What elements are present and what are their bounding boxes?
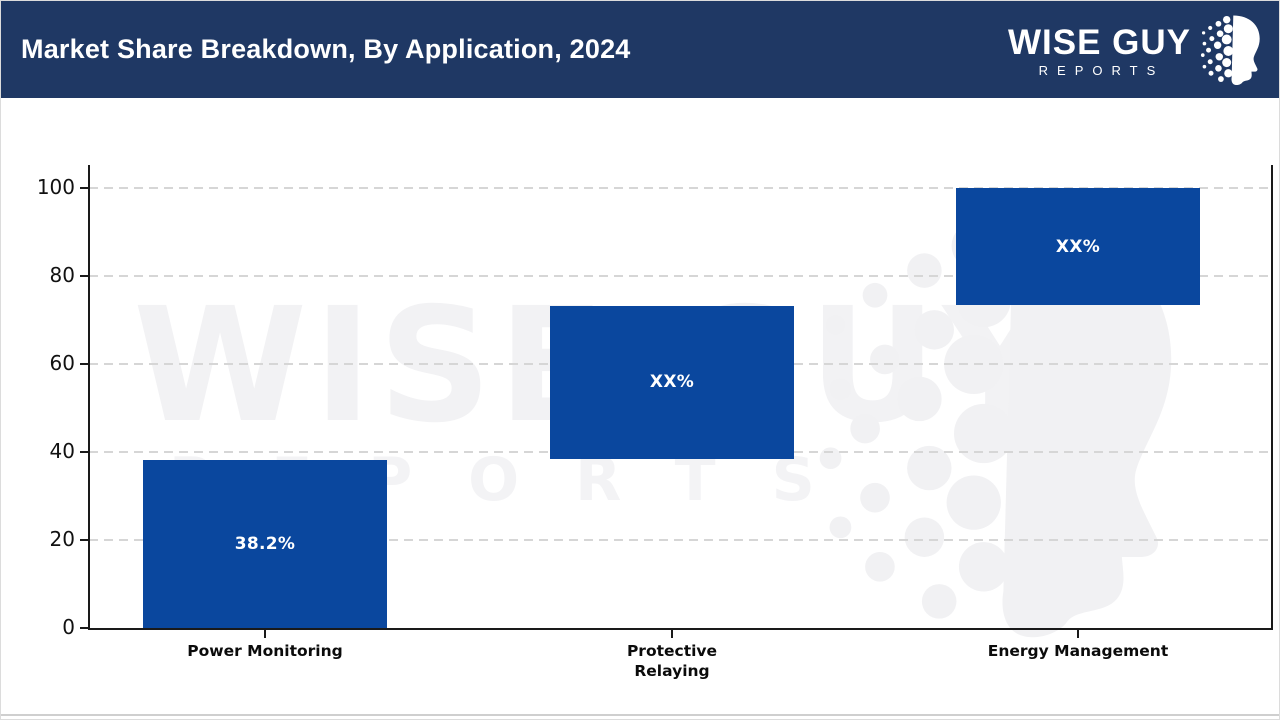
page-title: Market Share Breakdown, By Application, … bbox=[21, 34, 631, 64]
category-label: Energy Management bbox=[987, 642, 1169, 660]
category-label: Power Monitoring bbox=[187, 642, 343, 660]
gridline bbox=[89, 275, 1271, 277]
y-tick-label: 100 bbox=[36, 175, 75, 199]
y-tick bbox=[80, 627, 89, 629]
x-tick bbox=[264, 629, 266, 638]
header-bar: Market Share Breakdown, By Application, … bbox=[1, 1, 1279, 98]
bar-value-label: XX% bbox=[1055, 236, 1101, 257]
x-axis-line bbox=[88, 628, 1273, 630]
logo-reports-label: REPORTS bbox=[1038, 63, 1165, 78]
logo-text: WISE GUY REPORTS bbox=[1008, 25, 1191, 78]
footer-line bbox=[1, 714, 1279, 716]
right-axis-line bbox=[1271, 165, 1273, 630]
y-tick bbox=[80, 187, 89, 189]
logo-face-icon bbox=[1200, 15, 1260, 86]
y-tick-label: 60 bbox=[49, 351, 75, 375]
gridline bbox=[89, 187, 1271, 189]
y-tick bbox=[80, 539, 89, 541]
gridline bbox=[89, 539, 1271, 541]
logo-wiseguy-label: WISE GUY bbox=[1007, 23, 1191, 62]
y-tick bbox=[80, 275, 89, 277]
bar: XX% bbox=[956, 188, 1200, 306]
y-tick bbox=[80, 451, 89, 453]
y-axis-line bbox=[88, 165, 90, 630]
bar-value-label: 38.2% bbox=[234, 533, 296, 554]
bar: XX% bbox=[550, 305, 794, 460]
bar-value-label: XX% bbox=[649, 372, 695, 393]
y-tick-label: 40 bbox=[49, 439, 75, 463]
y-tick-label: 0 bbox=[62, 615, 75, 639]
y-tick-label: 20 bbox=[49, 527, 75, 551]
watermark-face-dots bbox=[819, 221, 1172, 638]
x-tick bbox=[671, 629, 673, 638]
category-label: Protective Relaying bbox=[626, 642, 718, 681]
y-tick-label: 80 bbox=[49, 263, 75, 287]
x-tick bbox=[1077, 629, 1079, 638]
y-tick bbox=[80, 363, 89, 365]
bar: 38.2% bbox=[143, 459, 387, 628]
logo: WISE GUY REPORTS bbox=[1008, 9, 1269, 91]
